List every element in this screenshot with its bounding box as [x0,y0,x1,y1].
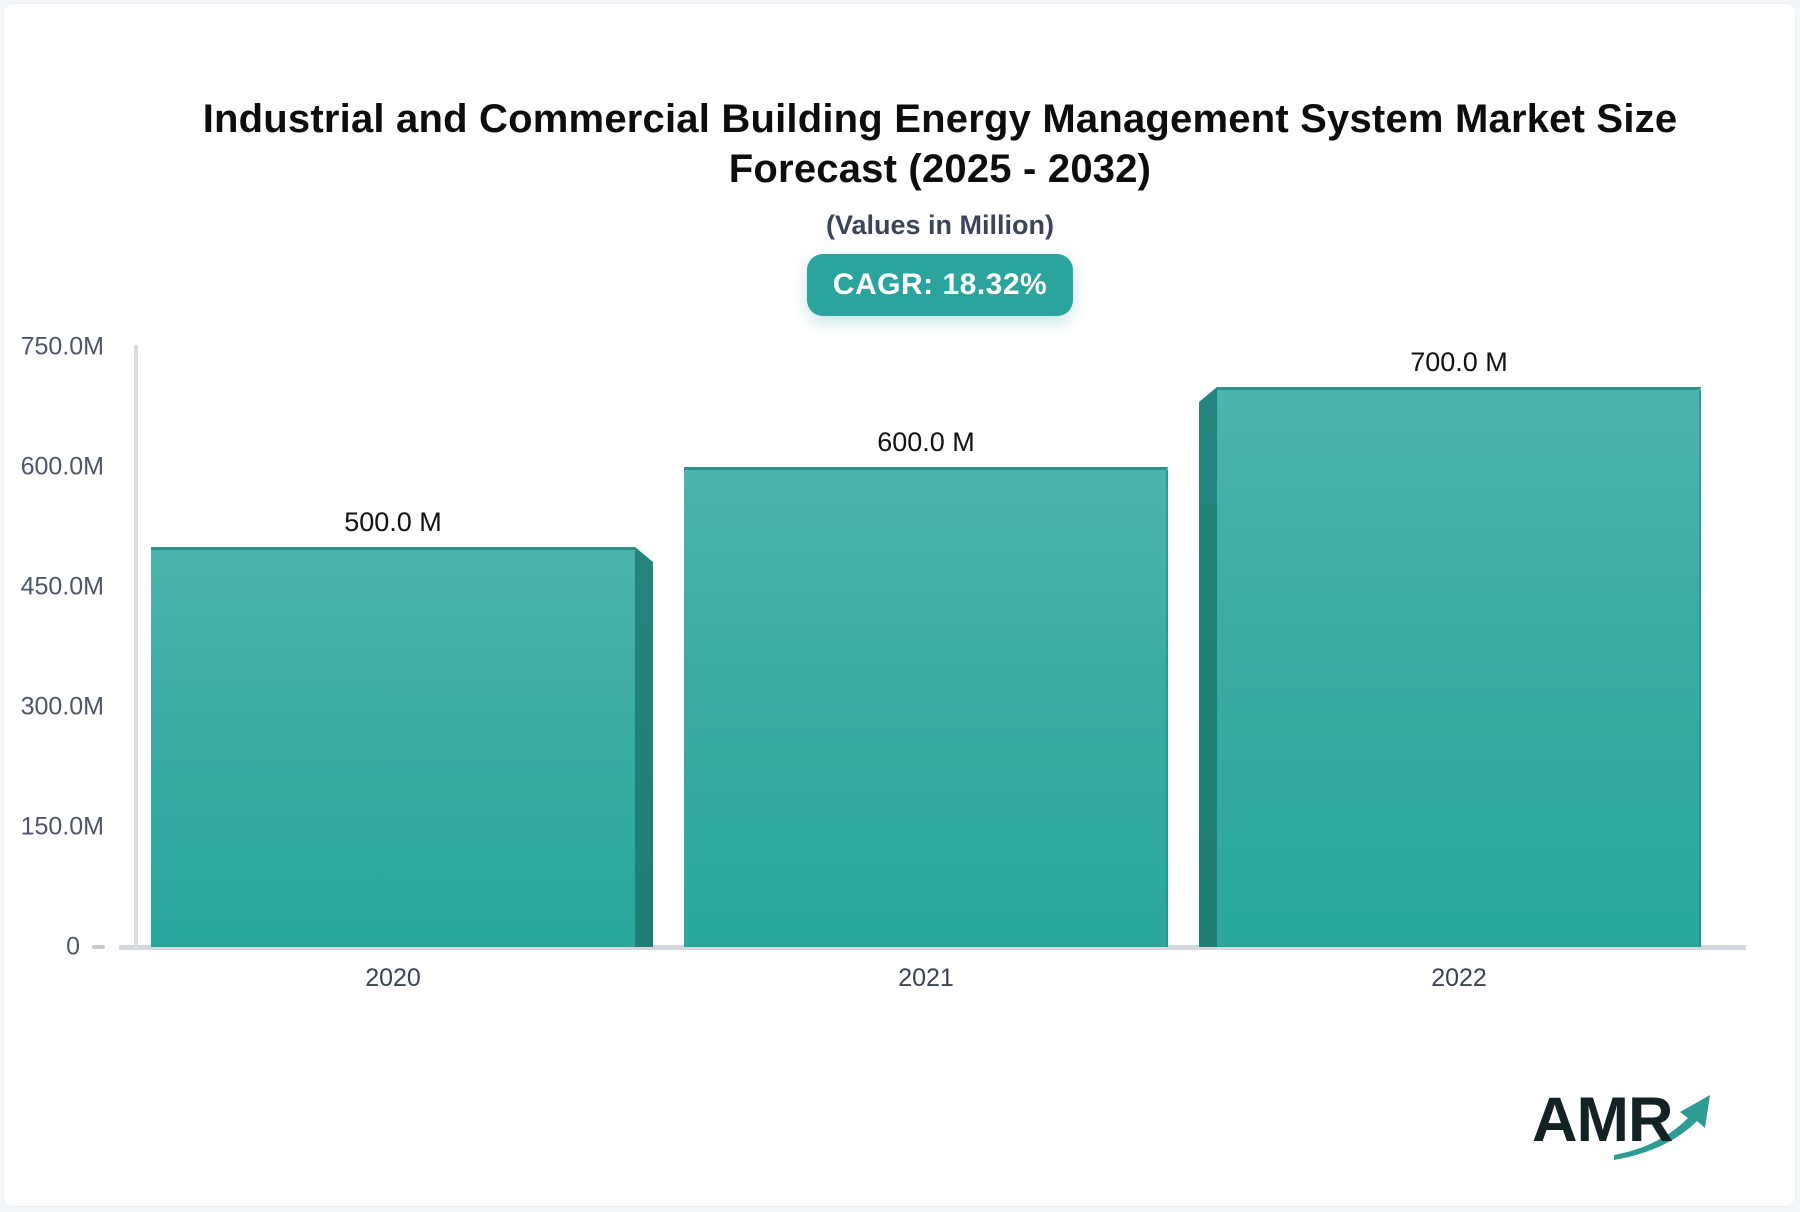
y-tick-label: 750.0M [20,332,104,361]
x-category-label: 2022 [1431,964,1487,992]
chart-title-line1: Industrial and Commercial Building Energ… [202,97,1678,141]
amr-logo: AMR [1532,1080,1722,1175]
y-tick-label: 150.0M [20,812,104,841]
bar-chart-plot-area: 750.0M 600.0M 450.0M 300.0M 150.0M 0 500.0 M 6… [21,333,1746,992]
growth-arrow-icon [1614,1095,1710,1160]
zero-tick-mark [92,945,105,949]
bar-2021[interactable] [684,467,1168,947]
y-tick-label: 600.0M [20,452,104,481]
y-tick-label: 300.0M [20,692,104,721]
y-tick-label: 0 [66,932,80,961]
cagr-badge-row: CAGR: 18.32% [134,254,1746,316]
bar-2020[interactable] [151,547,635,947]
bar-2022[interactable] [1217,387,1701,947]
chart-title-line2: Forecast (2025 - 2032) [728,147,1152,191]
x-axis-line [119,945,1746,950]
bar-value-label: 500.0 M [344,507,442,537]
bar-value-label: 700.0 M [1410,347,1508,377]
x-category-label: 2020 [365,964,421,992]
bar-value-label: 600.0 M [877,427,975,457]
chart-card: Industrial and Commercial Building Energ… [3,3,1796,1207]
cagr-badge: CAGR: 18.32% [806,254,1074,316]
chart-title: Industrial and Commercial Building Energ… [134,94,1746,194]
bar-3d-bevel [635,547,653,947]
chart-subtitle: (Values in Million) [825,210,1055,240]
chart-header: Industrial and Commercial Building Energ… [134,94,1746,316]
amr-logo-text: AMR [1532,1085,1673,1155]
y-tick-label: 450.0M [20,572,104,601]
y-axis-line [134,345,138,949]
bar-3d-bevel [1199,387,1217,947]
x-category-label: 2021 [898,964,954,992]
